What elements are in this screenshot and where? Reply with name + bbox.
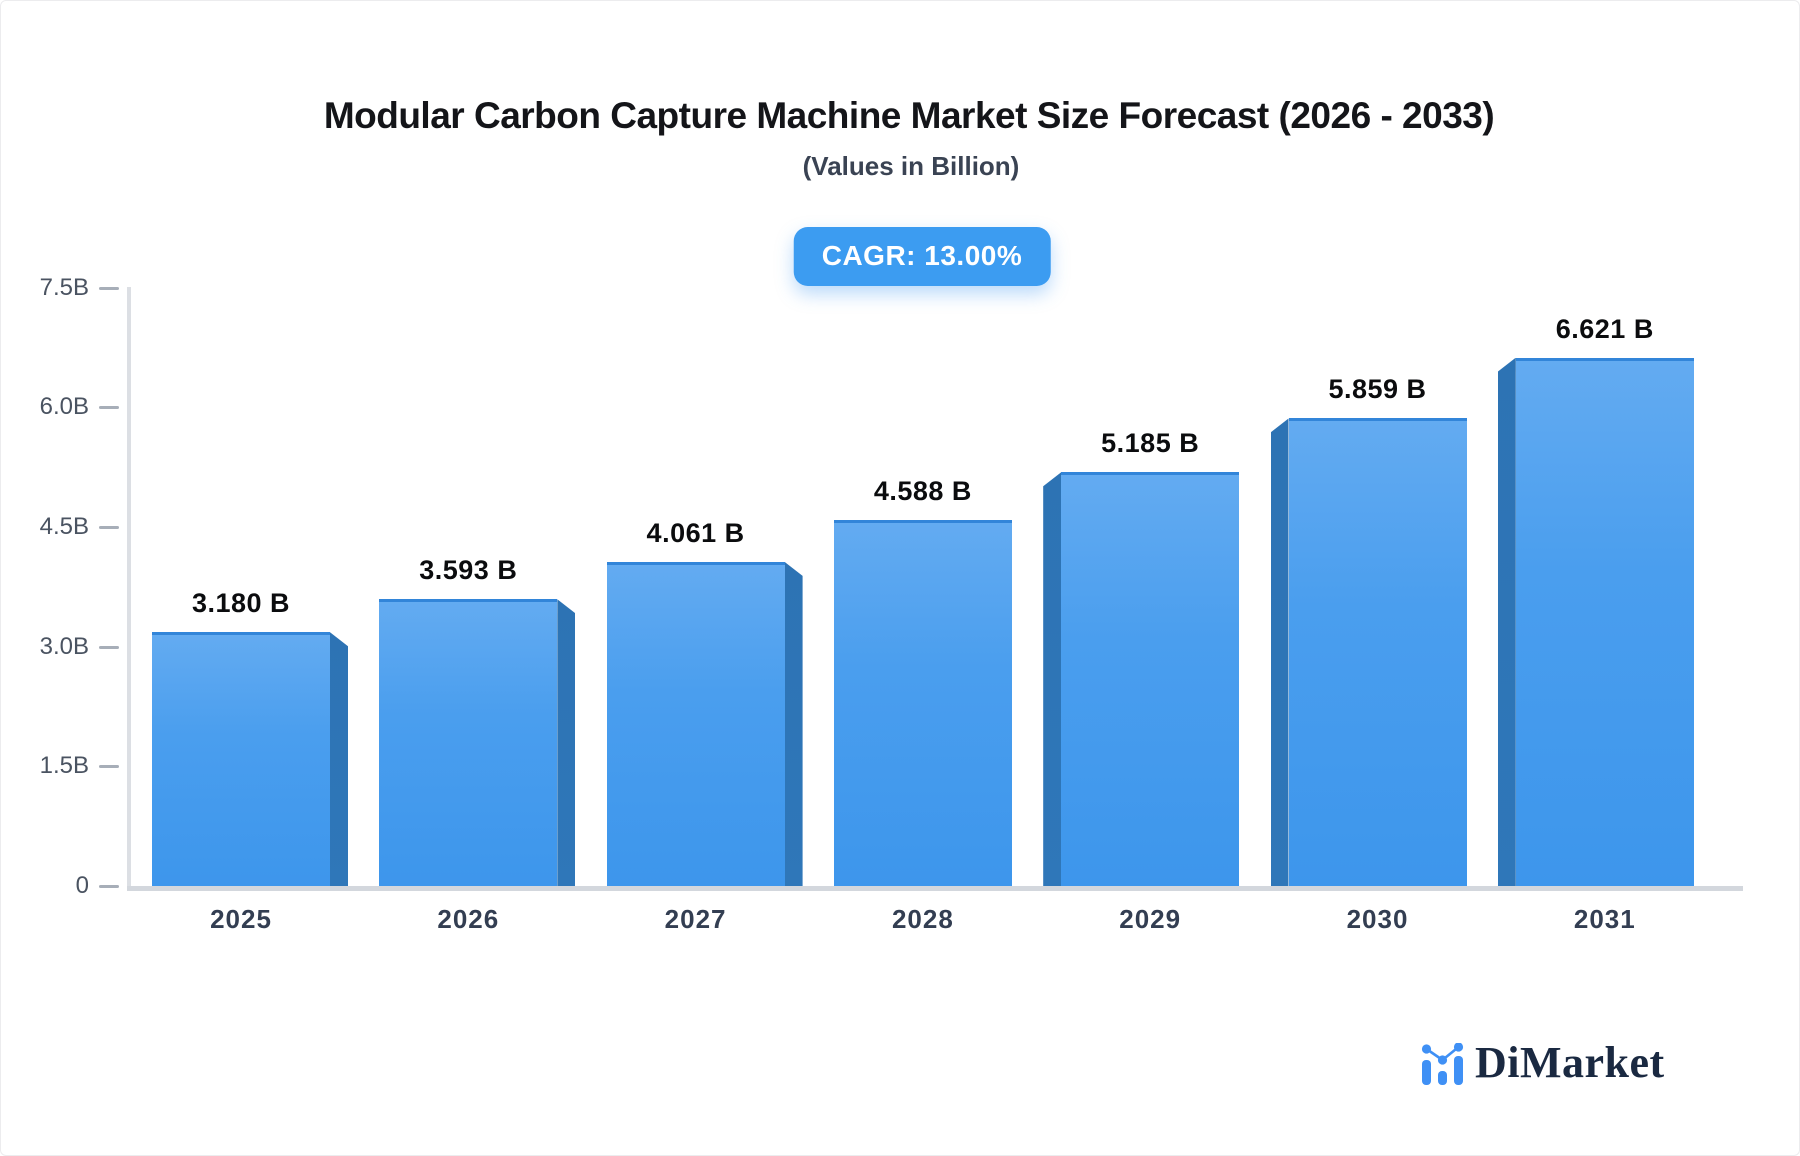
x-axis-label-2031: 2031 [1573, 904, 1636, 934]
y-tick-label: 7.5B [39, 273, 89, 301]
bar-2026 [379, 599, 558, 886]
y-tick-mark [99, 645, 119, 649]
bar-value-label: 3.593 B [419, 555, 518, 586]
brand-name: DiMarket [1475, 1038, 1665, 1087]
bar-value-label: 4.061 B [646, 517, 745, 548]
bar-value-label: 6.621 B [1555, 313, 1654, 344]
y-axis-line [127, 287, 131, 889]
x-axis-label-2027: 2027 [664, 904, 727, 934]
bar-side-face [557, 599, 576, 886]
y-tick-mark [99, 525, 119, 529]
x-axis-label-2028: 2028 [891, 904, 954, 934]
x-axis-line [127, 886, 1743, 891]
bar-value-label: 5.859 B [1328, 374, 1427, 405]
y-tick-label: 6.0B [39, 393, 89, 421]
bar-2031 [1515, 357, 1694, 886]
bar-2030 [1288, 418, 1467, 886]
x-axis-label-2025: 2025 [210, 904, 272, 934]
bar-2028 [833, 519, 1012, 886]
bar-side-face [784, 561, 803, 886]
chart-title: Modular Carbon Capture Machine Market Si… [323, 95, 1495, 136]
bar-2025 [152, 632, 330, 886]
dimarket-logo-icon [1421, 1043, 1464, 1085]
bar-value-label: 4.588 B [873, 475, 972, 506]
bar-value-label: 3.180 B [191, 588, 291, 619]
cagr-badge: CAGR: 13.00% [793, 227, 1051, 286]
y-tick-mark [99, 406, 119, 410]
brand-logo: DiMarket [1419, 1041, 1665, 1085]
chart-subtitle: (Values in Billion) [802, 151, 1020, 181]
y-tick-label: 1.5B [39, 752, 89, 780]
x-axis-label-2026: 2026 [437, 904, 500, 934]
y-tick-mark [99, 885, 119, 888]
y-tick-mark [99, 286, 119, 290]
x-axis-label-2030: 2030 [1346, 904, 1409, 934]
bar-2027 [606, 561, 785, 886]
y-tick-label: 4.5B [39, 512, 89, 540]
x-axis-label-2029: 2029 [1119, 904, 1182, 934]
y-tick-label: 3.0B [39, 632, 89, 660]
bar-side-face [1043, 472, 1062, 886]
bar-side-face [1270, 418, 1289, 886]
bar-side-face [1497, 357, 1516, 886]
bar-2029 [1061, 472, 1240, 886]
bar-side-face [330, 632, 348, 886]
bar-value-label: 5.185 B [1101, 428, 1200, 459]
y-tick-mark [99, 765, 119, 769]
y-tick-label: 0 [75, 872, 89, 899]
